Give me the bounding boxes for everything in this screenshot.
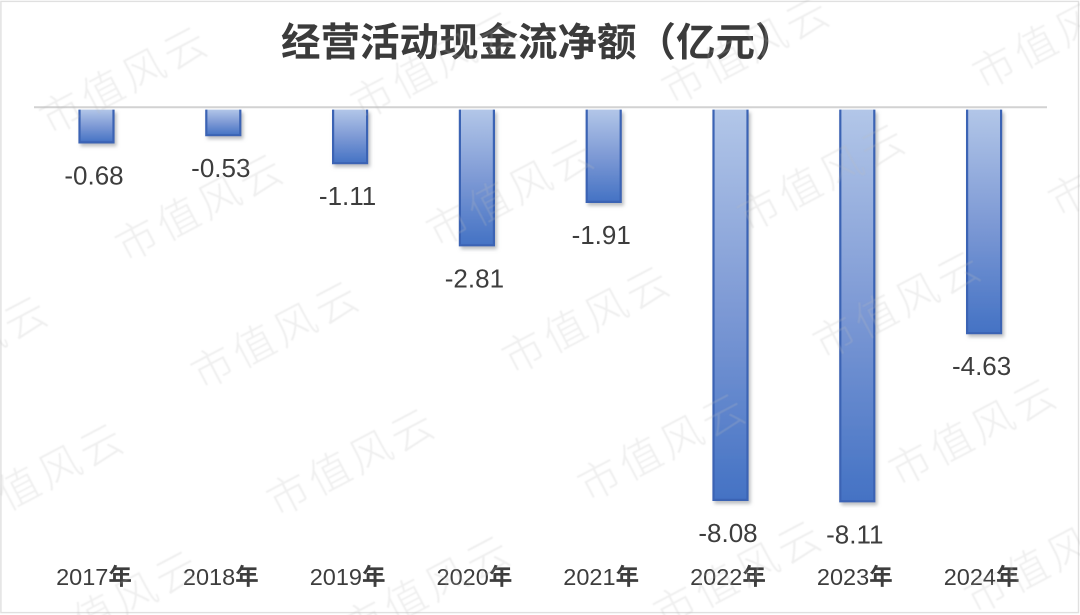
svg-text:-4.63: -4.63	[952, 351, 1011, 381]
svg-text:-8.08: -8.08	[698, 518, 757, 548]
svg-text:2023: 2023	[817, 564, 869, 590]
svg-text:-0.68: -0.68	[64, 160, 123, 190]
svg-text:-1.11: -1.11	[319, 181, 376, 211]
svg-text:2017: 2017	[56, 564, 108, 590]
svg-text:-2.81: -2.81	[445, 263, 504, 293]
svg-text:-8.11: -8.11	[826, 519, 883, 549]
svg-text:-1.91: -1.91	[572, 220, 631, 250]
svg-text:2018: 2018	[183, 564, 235, 590]
svg-text:2019: 2019	[310, 564, 362, 590]
svg-text:2021: 2021	[563, 564, 615, 590]
